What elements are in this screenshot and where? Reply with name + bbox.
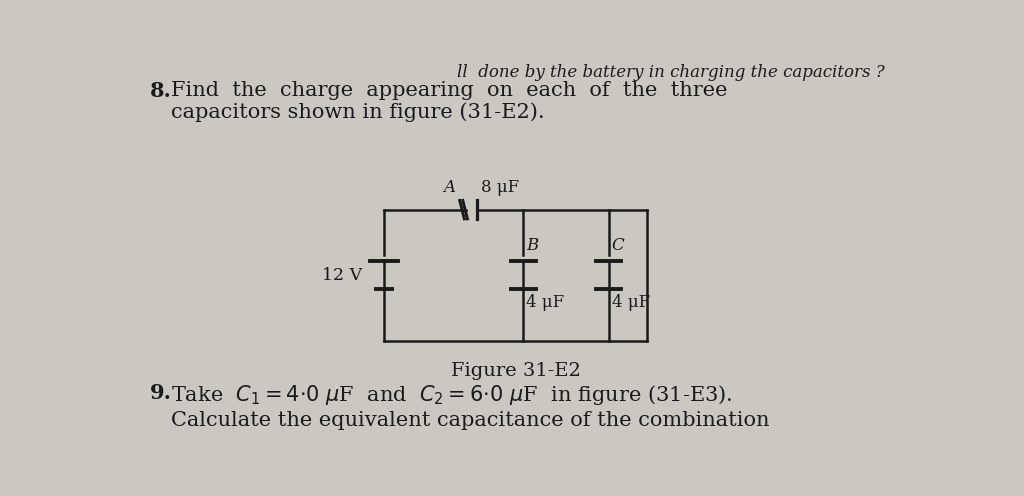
Text: Take  $C_1 = 4{\cdot}0\ \mu$F  and  $C_2 = 6{\cdot}0\ \mu$F  in figure (31-E3).: Take $C_1 = 4{\cdot}0\ \mu$F and $C_2 = … <box>171 383 732 407</box>
Text: B: B <box>526 237 539 253</box>
Text: 8 μF: 8 μF <box>480 179 519 196</box>
Text: 4 μF: 4 μF <box>611 294 650 310</box>
Text: Figure 31-E2: Figure 31-E2 <box>451 362 581 380</box>
Text: C: C <box>611 237 625 253</box>
Text: Find  the  charge  appearing  on  each  of  the  three: Find the charge appearing on each of the… <box>171 81 727 100</box>
Text: Calculate the equivalent capacitance of the combination: Calculate the equivalent capacitance of … <box>171 411 769 430</box>
Text: A: A <box>443 179 455 196</box>
Text: 8.: 8. <box>150 81 172 101</box>
Text: 12 V: 12 V <box>322 267 362 284</box>
Text: capacitors shown in figure (31‐E2).: capacitors shown in figure (31‐E2). <box>171 103 544 123</box>
Text: ll  done by the battery in charging the capacitors ?: ll done by the battery in charging the c… <box>457 64 885 81</box>
Text: 9.: 9. <box>150 383 172 403</box>
Text: 4 μF: 4 μF <box>526 294 564 310</box>
